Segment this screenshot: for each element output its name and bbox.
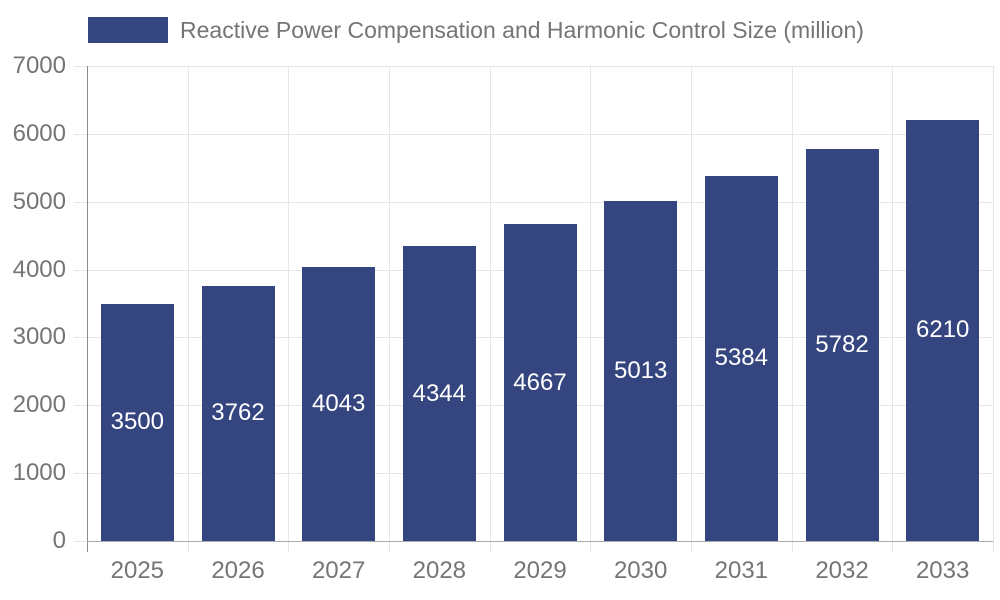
h-gridline (74, 202, 993, 203)
bar-value-label: 4043 (311, 389, 366, 417)
y-tick-label: 1000 (12, 459, 66, 486)
bar[interactable]: 5384 (704, 175, 778, 541)
legend-swatch[interactable] (88, 17, 168, 43)
x-tick-label: 2029 (513, 557, 567, 584)
y-axis-line (87, 66, 88, 552)
bar[interactable]: 4344 (402, 246, 476, 541)
bar-value-label: 6210 (915, 316, 970, 344)
v-gridline (892, 66, 893, 552)
x-tick-label: 2028 (412, 557, 467, 584)
bar-value-label: 5384 (714, 344, 768, 372)
v-gridline (993, 66, 994, 552)
y-tick-label: 0 (52, 527, 66, 554)
y-tick-label: 2000 (12, 391, 66, 418)
y-tick-label: 6000 (12, 120, 66, 147)
h-gridline (74, 66, 993, 67)
bar-value-label: 4667 (513, 368, 567, 396)
legend[interactable]: Reactive Power Compensation and Harmonic… (88, 17, 864, 43)
bar-value-label: 4344 (412, 379, 466, 407)
bar[interactable]: 4667 (503, 224, 577, 541)
v-gridline (691, 66, 692, 552)
x-tick-label: 2027 (311, 557, 366, 584)
y-tick-label: 3000 (12, 323, 66, 350)
x-tick-label: 2025 (110, 557, 165, 584)
bar-value-label: 5782 (815, 330, 869, 358)
x-tick-label: 2026 (211, 557, 265, 584)
bar[interactable]: 5782 (805, 148, 879, 541)
x-tick-label: 2032 (815, 557, 869, 584)
bar[interactable]: 3500 (100, 303, 174, 541)
y-tick (74, 541, 87, 542)
bar-value-label: 3762 (211, 399, 265, 427)
v-gridline (288, 66, 289, 552)
x-axis-line (87, 541, 993, 542)
bar[interactable]: 3762 (201, 285, 275, 541)
x-tick-label: 2033 (915, 557, 970, 584)
bar-value-label: 5013 (613, 356, 668, 384)
bar[interactable]: 6210 (906, 119, 980, 541)
x-tick-label: 2031 (714, 557, 769, 584)
v-gridline (490, 66, 491, 552)
v-gridline (792, 66, 793, 552)
v-gridline (188, 66, 189, 552)
h-gridline (74, 134, 993, 135)
legend-label: Reactive Power Compensation and Harmonic… (180, 16, 864, 43)
v-gridline (590, 66, 591, 552)
y-tick-label: 7000 (12, 52, 66, 79)
y-tick-label: 5000 (12, 188, 66, 215)
bar-value-label: 3500 (110, 408, 164, 436)
bar[interactable]: 5013 (604, 200, 678, 541)
v-gridline (389, 66, 390, 552)
bar[interactable]: 4043 (302, 266, 376, 541)
x-tick-label: 2030 (613, 557, 668, 584)
y-tick-label: 4000 (12, 256, 66, 283)
